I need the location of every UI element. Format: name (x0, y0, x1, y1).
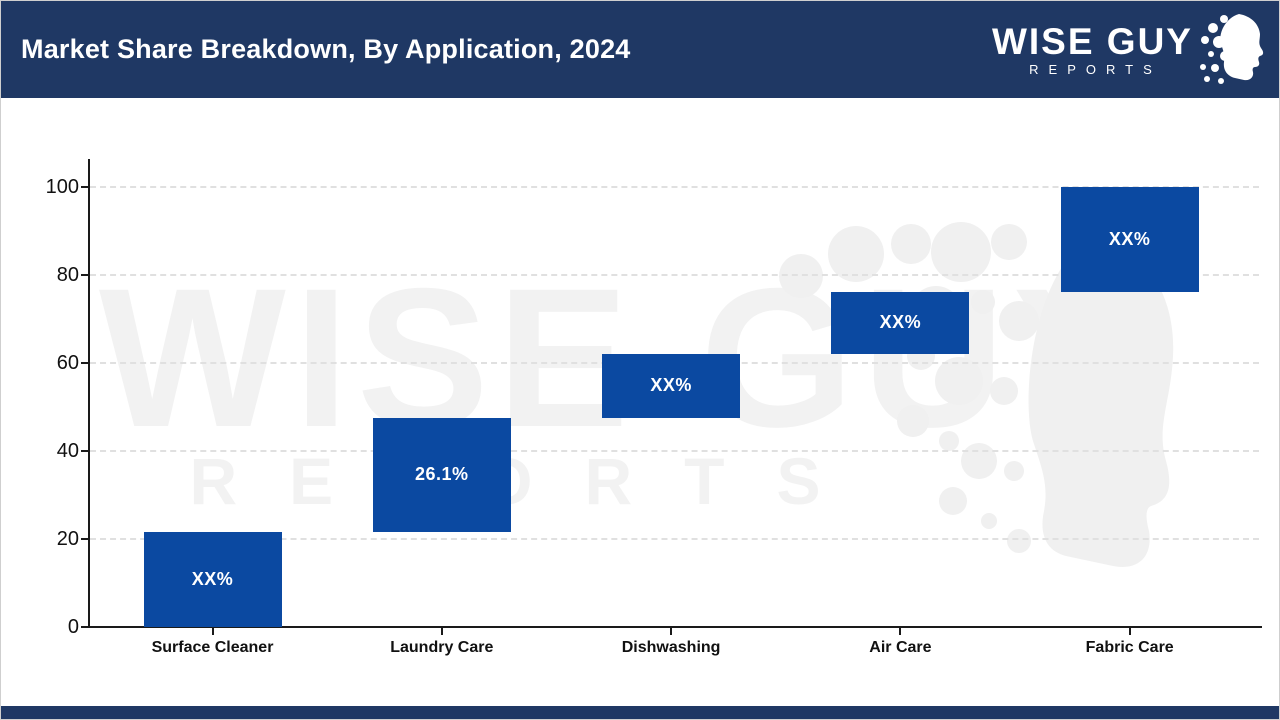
y-tick-mark-80 (81, 274, 88, 276)
x-tick-mark-2 (440, 628, 443, 635)
y-tick-label-60: 60 (56, 352, 79, 374)
category-label-surface-cleaner: Surface Cleaner (151, 639, 274, 656)
logo-wordmark: WISE GUY REPORTS (992, 23, 1193, 76)
bar-value-label: 26.1% (415, 464, 469, 485)
gridline-100 (90, 186, 1259, 188)
y-tick-mark-20 (81, 538, 88, 540)
header-bar: Market Share Breakdown, By Application, … (1, 1, 1279, 98)
bar-value-label: XX% (1108, 229, 1151, 250)
y-tick-label-0: 0 (67, 616, 79, 638)
gridline-20 (90, 538, 1259, 540)
x-tick-mark-4 (899, 628, 902, 635)
y-tick-mark-60 (81, 362, 88, 364)
page-title: Market Share Breakdown, By Application, … (21, 34, 631, 64)
bar-surface-cleaner: XX% (143, 532, 282, 627)
bar-fabric-care: XX% (1060, 187, 1199, 293)
y-axis-line (88, 159, 90, 628)
gridline-40 (90, 450, 1259, 452)
category-label-dishwashing: Dishwashing (621, 639, 721, 656)
bar-value-label: XX% (879, 312, 922, 333)
wiseguy-logo: WISE GUY REPORTS (992, 10, 1279, 90)
x-tick-mark-5 (1128, 628, 1131, 635)
bar-value-label: XX% (650, 375, 692, 396)
y-tick-label-40: 40 (56, 440, 79, 462)
y-tick-mark-40 (81, 450, 88, 452)
watermark-face-icon (779, 222, 1174, 567)
x-axis-line (88, 626, 1262, 628)
y-tick-mark-0 (81, 626, 88, 628)
y-tick-label-80: 80 (56, 264, 79, 286)
bar-air-care: XX% (831, 292, 970, 354)
x-tick-mark-3 (670, 628, 673, 635)
logo-title-text: WISE GUY (991, 21, 1193, 62)
logo-face-icon (1200, 13, 1264, 84)
y-tick-label-100: 100 (45, 176, 79, 198)
y-tick-mark-100 (81, 186, 88, 188)
bar-laundry-care: 26.1% (372, 417, 511, 533)
gridline-80 (90, 274, 1259, 276)
footer-bar (1, 706, 1279, 719)
logo-subtitle-text: REPORTS (1029, 62, 1162, 77)
category-label-air-care: Air Care (869, 639, 932, 656)
category-label-fabric-care: Fabric Care (1085, 639, 1174, 656)
bar-value-label: XX% (191, 569, 234, 590)
y-tick-label-20: 20 (56, 528, 79, 550)
bar-dishwashing: XX% (602, 353, 741, 418)
x-tick-mark-1 (211, 628, 214, 635)
category-label-laundry-care: Laundry Care (390, 639, 494, 656)
